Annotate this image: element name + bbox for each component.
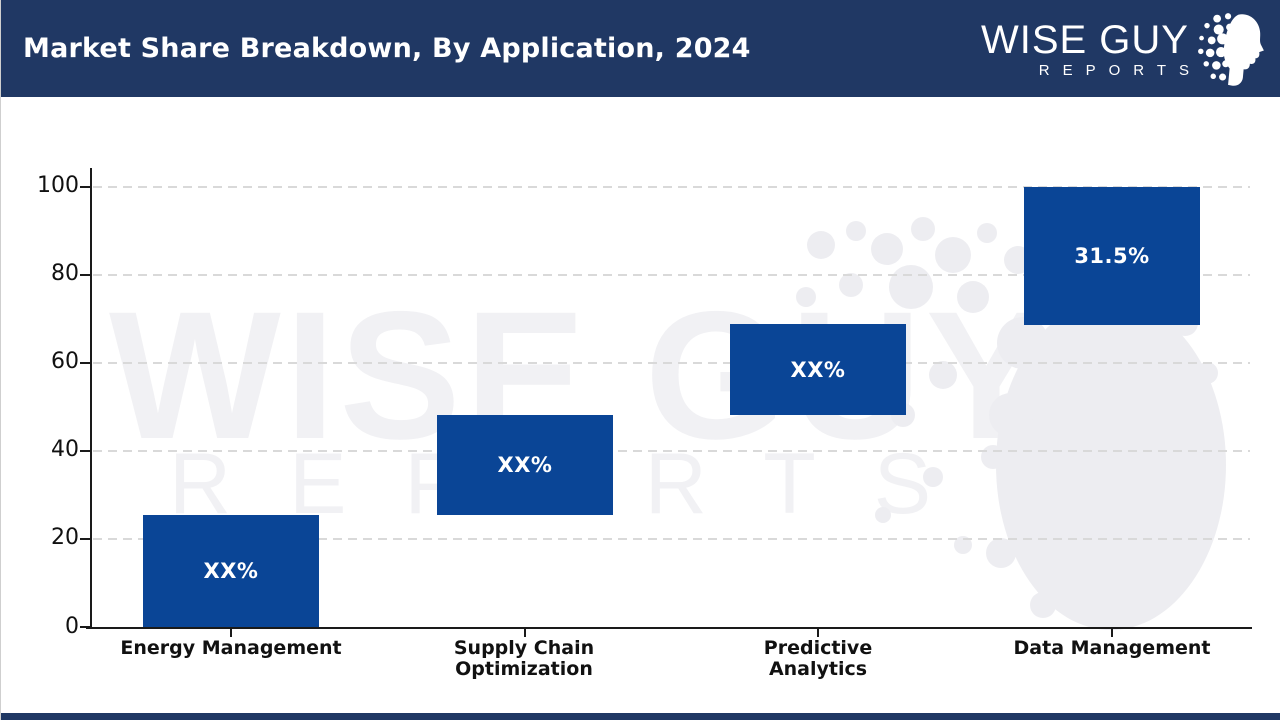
gridline-100 <box>93 186 1250 188</box>
y-tick-mark <box>80 626 90 628</box>
x-tick-mark-energy <box>230 629 232 637</box>
y-tick-mark <box>80 274 90 276</box>
chart-area: WISE GUY REPORTS <box>1 97 1280 713</box>
brand-subtitle: REPORTS <box>1038 61 1202 79</box>
gridline-20 <box>93 538 1250 540</box>
bar-value-label: XX% <box>790 357 846 382</box>
y-tick-mark <box>80 450 90 452</box>
y-tick-label-40: 40 <box>51 437 79 462</box>
y-tick-label-0: 0 <box>65 614 79 639</box>
y-tick-label-100: 100 <box>37 173 79 198</box>
bar-data-management: 31.5% <box>1024 187 1200 325</box>
category-line: Analytics <box>768 658 868 680</box>
header-bar: Market Share Breakdown, By Application, … <box>1 0 1280 97</box>
x-category-data-management: Data Management <box>987 638 1237 659</box>
y-tick-mark <box>80 186 90 188</box>
category-line: Predictive <box>763 637 873 659</box>
brand-name: WISE GUY <box>980 17 1189 62</box>
category-line: Energy Management <box>120 637 342 659</box>
footer-bar <box>1 713 1280 720</box>
y-tick-label-80: 80 <box>51 261 79 286</box>
bar-value-label: 31.5% <box>1074 244 1150 268</box>
x-category-supply-chain-optimization: Supply Chain Optimization <box>399 638 649 680</box>
x-tick-mark-data <box>1111 629 1113 637</box>
wiseguy-head-icon <box>1198 13 1264 86</box>
brand-logo-text: WISE GUY REPORTS <box>981 20 1189 79</box>
bar-predictive-analytics: XX% <box>730 324 906 415</box>
y-tick-label-20: 20 <box>51 525 79 550</box>
category-line: Supply Chain <box>453 637 595 659</box>
y-tick-mark <box>80 362 90 364</box>
x-tick-mark-predictive <box>817 629 819 637</box>
y-tick-label-60: 60 <box>51 349 79 374</box>
y-tick-mark <box>80 538 90 540</box>
bar-supply-chain-optimization: XX% <box>437 415 613 515</box>
category-line: Optimization <box>455 658 593 680</box>
category-line: Data Management <box>1013 637 1211 659</box>
gridline-40 <box>93 450 1250 452</box>
brand-logo: WISE GUY REPORTS <box>981 4 1267 94</box>
y-axis-line <box>90 168 92 629</box>
bar-energy-management: XX% <box>143 515 319 627</box>
bar-value-label: XX% <box>497 453 553 477</box>
gridline-60 <box>93 362 1250 364</box>
gridline-80 <box>93 274 1250 276</box>
x-tick-mark-supply <box>524 629 526 637</box>
x-category-predictive-analytics: Predictive Analytics <box>693 638 943 680</box>
page-title: Market Share Breakdown, By Application, … <box>23 33 751 64</box>
bar-value-label: XX% <box>203 559 259 583</box>
x-axis-line <box>86 627 1252 629</box>
x-category-energy-management: Energy Management <box>106 638 356 659</box>
watermark-head-icon <box>796 217 1226 630</box>
